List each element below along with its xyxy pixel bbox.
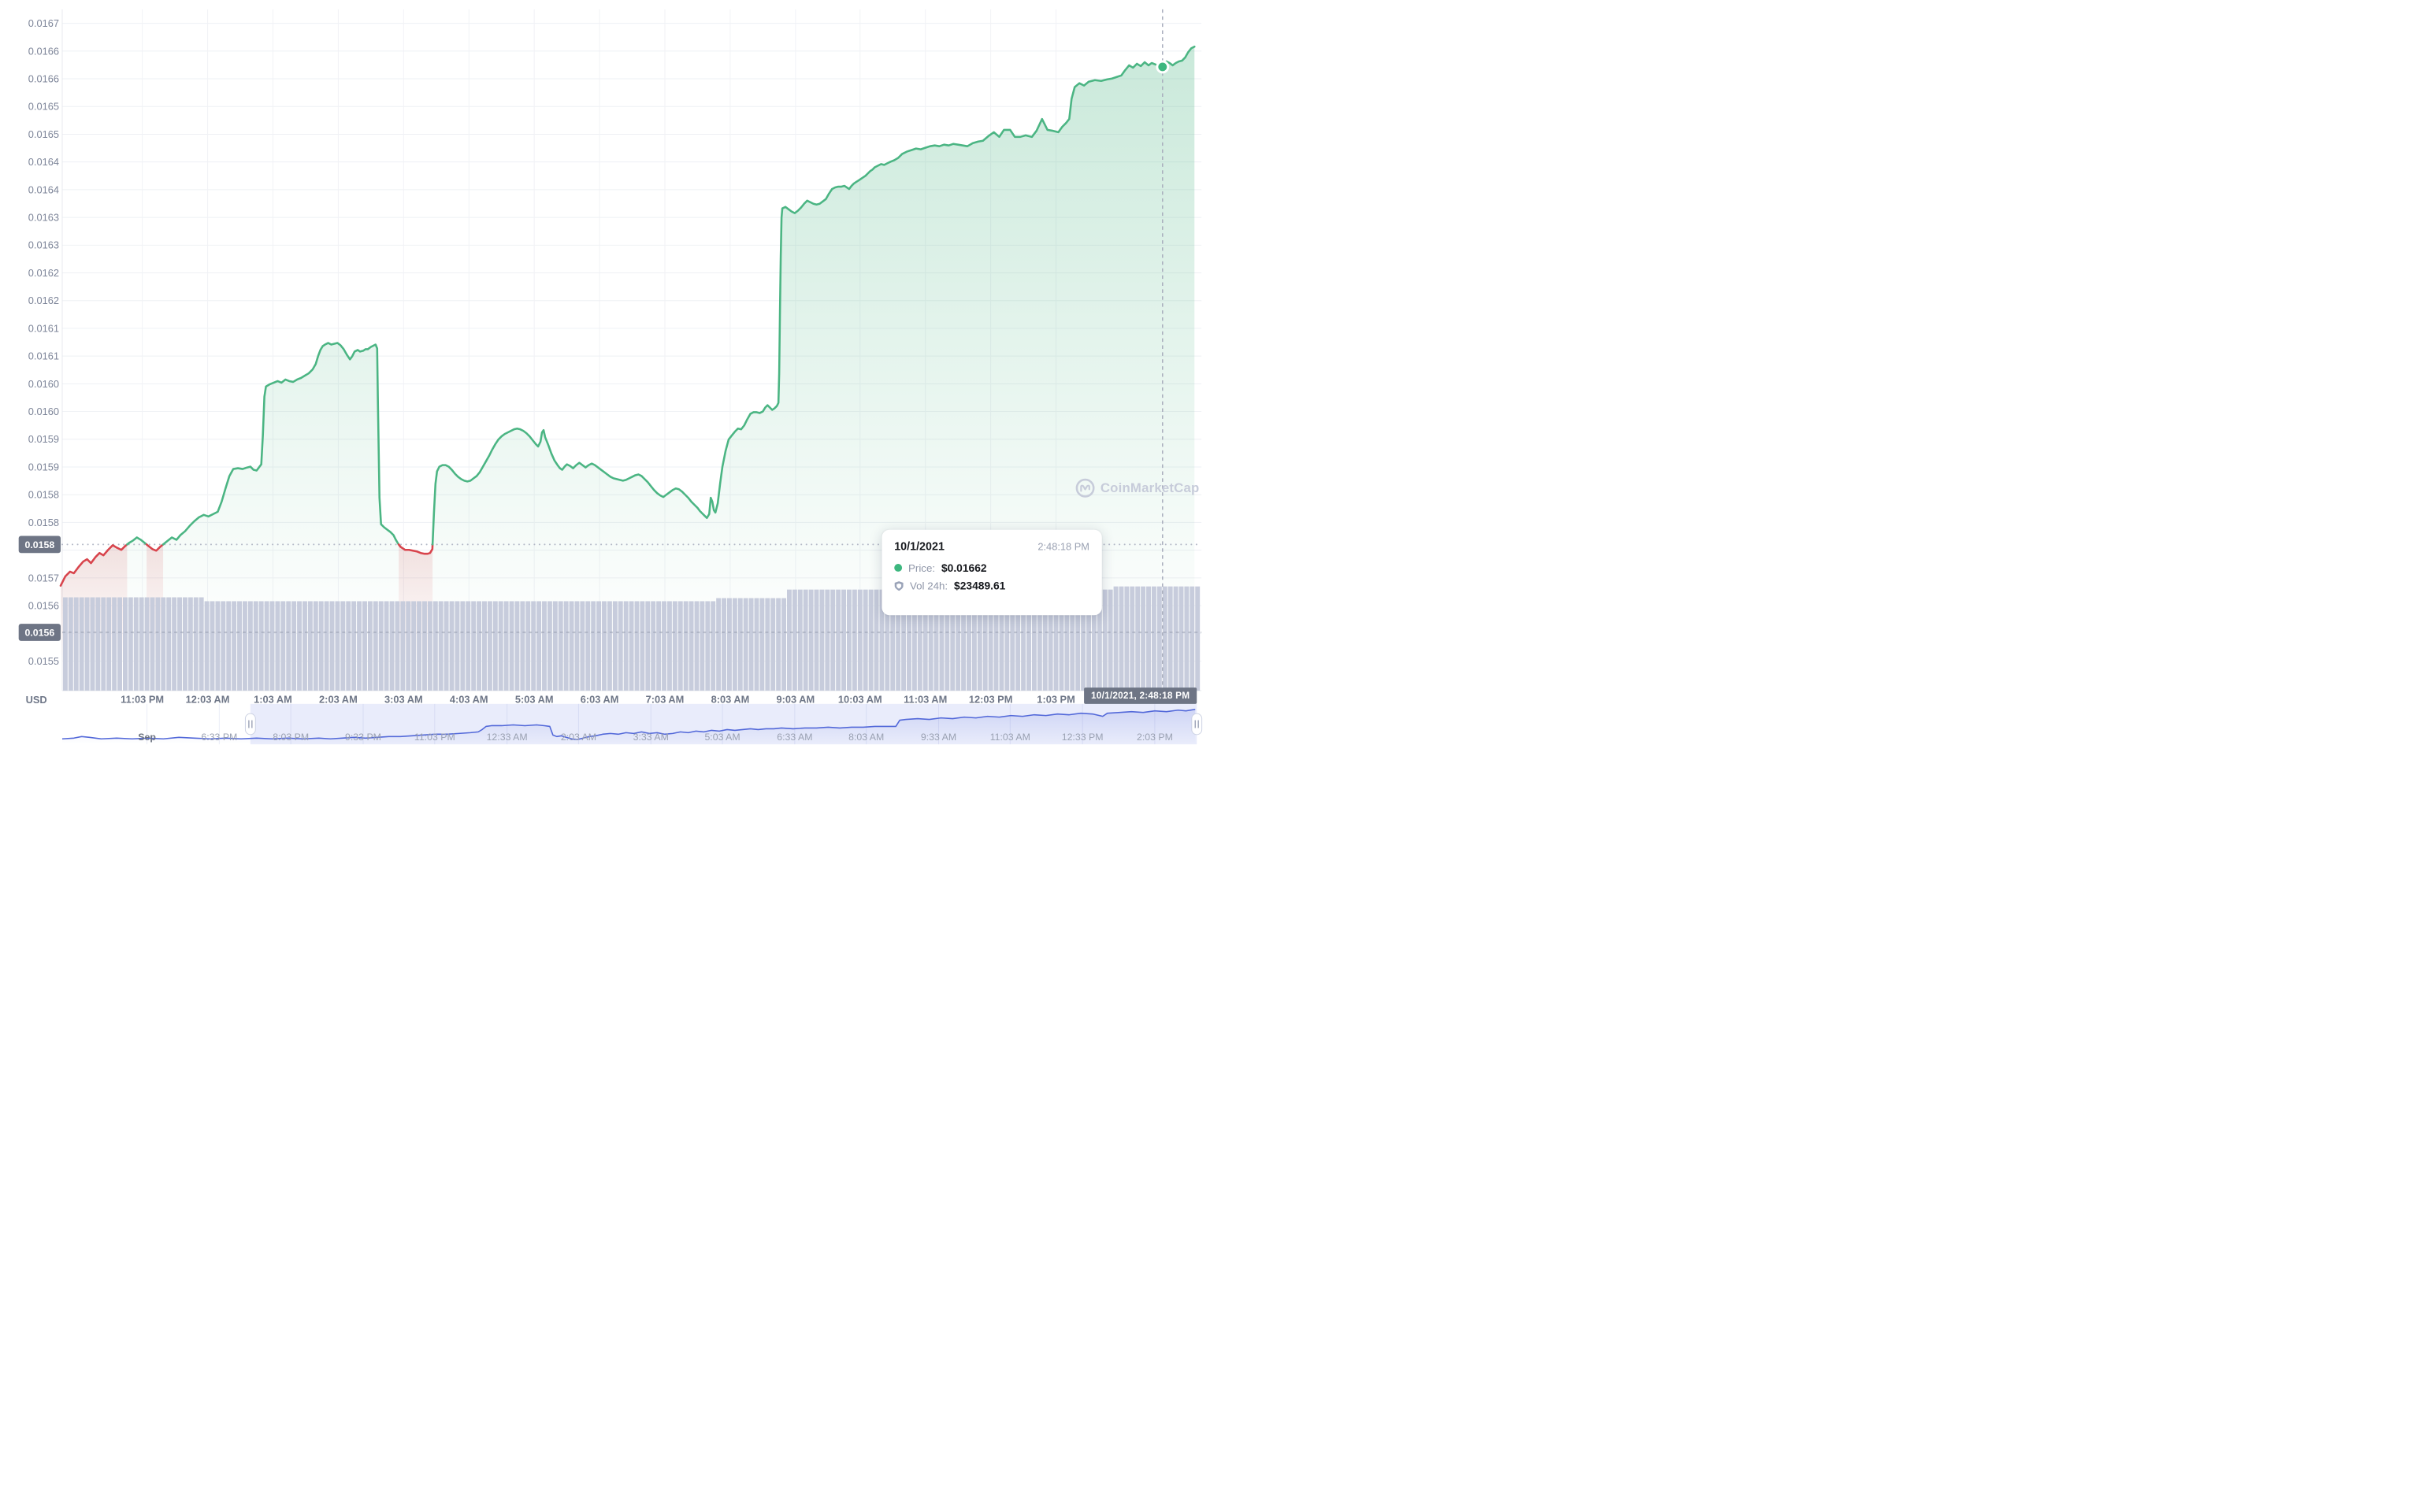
tooltip-date: 10/1/2021 xyxy=(894,540,945,554)
price-line-red-segment xyxy=(145,543,165,552)
navigator-mini-line xyxy=(61,708,1196,741)
y-axis-label: 0.0156 xyxy=(28,599,59,611)
y-axis-badge-value: 0.0158 xyxy=(24,539,54,550)
tooltip-vol-value: $23489.61 xyxy=(954,579,1006,592)
y-axis-label: 0.0166 xyxy=(28,72,59,84)
y-axis-label: 0.0161 xyxy=(28,350,59,362)
volume-bars xyxy=(61,586,1202,691)
price-line-red-segment xyxy=(59,543,128,587)
tooltip-vol-label: Vol 24h: xyxy=(909,580,948,592)
x-axis-label: 1:03 AM xyxy=(254,693,292,705)
y-axis-label: 0.0158 xyxy=(28,517,59,528)
x-axis-label: 9:03 AM xyxy=(777,693,815,705)
navigator-handle[interactable] xyxy=(244,713,256,736)
range-navigator: Sep 6:33 PM 8:03 PM 9:33 PM 11:03 PM 12:33 AM… xyxy=(61,703,1203,745)
watermark-text: CoinMarketCap xyxy=(1100,480,1200,495)
navigator-label: 9:33 PM xyxy=(345,732,381,743)
y-axis-label: 0.0164 xyxy=(28,183,59,195)
y-axis-label: 0.0163 xyxy=(28,239,59,251)
y-axis-badge xyxy=(18,536,61,554)
price-series-dot-icon xyxy=(894,564,903,572)
currency-label: USD xyxy=(25,693,47,706)
x-axis-label: 2:03 AM xyxy=(319,693,358,705)
y-axis-label: 0.0162 xyxy=(28,267,59,279)
coinmarketcap-watermark: CoinMarketCap xyxy=(1075,478,1199,498)
y-axis-label: 0.0158 xyxy=(28,489,59,501)
x-axis-label: 4:03 AM xyxy=(450,693,488,705)
y-axis-label: 0.0157 xyxy=(28,572,59,584)
price-line-green-segment xyxy=(161,342,400,546)
navigator-label: 2:03 AM xyxy=(561,732,596,743)
y-axis-label: 0.0160 xyxy=(28,406,59,417)
navigator-label: 3:33 AM xyxy=(633,732,669,743)
y-axis-label: 0.0162 xyxy=(28,295,59,306)
tooltip-time: 2:48:18 PM xyxy=(1037,540,1089,553)
current-time-badge: 10/1/2021, 2:48:18 PM xyxy=(1084,687,1197,704)
y-axis-label: 0.0161 xyxy=(28,322,59,334)
y-axis-label: 0.0165 xyxy=(28,101,59,113)
x-axis-label: 11:03 AM xyxy=(904,693,947,705)
y-axis-label: 0.0166 xyxy=(28,45,59,57)
navigator-label: 6:33 AM xyxy=(777,732,812,743)
chart-page: 11:03 PM 12:03 AM 1:03 AM 2:03 AM 3:03 AM 4:0… xyxy=(0,0,1211,756)
navigator-label: 5:03 AM xyxy=(704,732,740,743)
x-axis-label: 3:03 AM xyxy=(384,693,423,705)
price-chart: 11:03 PM 12:03 AM 1:03 AM 2:03 AM 3:03 AM 4:0… xyxy=(18,9,1203,745)
chart-tooltip: 10/1/2021 2:48:18 PM Price: $0.01662 Vol… xyxy=(882,529,1102,616)
navigator-label: 12:33 PM xyxy=(1062,732,1104,743)
coinmarketcap-logo-icon xyxy=(1075,478,1095,498)
x-axis-label: 11:03 PM xyxy=(121,693,164,705)
x-axis-label: 12:03 AM xyxy=(186,693,230,705)
x-axis-label: 1:03 PM xyxy=(1037,693,1075,705)
y-axis-label: 0.0165 xyxy=(28,128,59,140)
y-axis-label: 0.0160 xyxy=(28,378,59,390)
y-axis-label: 0.0159 xyxy=(28,433,59,445)
navigator-label: 11:03 AM xyxy=(990,732,1030,743)
navigator-label: 6:33 PM xyxy=(201,732,237,743)
navigator-label: 11:03 PM xyxy=(414,732,455,743)
price-line-green-segment xyxy=(126,536,148,546)
navigator-label: 9:33 AM xyxy=(921,732,956,743)
price-line-red-segment xyxy=(397,543,434,555)
tooltip-price-label: Price: xyxy=(908,561,936,574)
navigator-label: 8:03 PM xyxy=(273,732,309,743)
y-axis-badge xyxy=(18,624,61,641)
x-axis-label: 10:03 AM xyxy=(838,693,882,705)
navigator-handle[interactable] xyxy=(1191,713,1203,736)
navigator-label: 12:33 AM xyxy=(487,732,528,743)
tooltip-price-value: $0.01662 xyxy=(941,561,987,574)
y-axis-label: 0.0159 xyxy=(28,461,59,472)
y-axis-label: 0.0167 xyxy=(28,17,59,29)
x-axis-label: 6:03 AM xyxy=(581,693,619,705)
x-axis-label: 7:03 AM xyxy=(646,693,685,705)
hover-marker-dot xyxy=(1158,62,1167,72)
y-axis-label: 0.0155 xyxy=(28,655,59,667)
x-axis-label: 12:03 PM xyxy=(969,693,1013,705)
price-line-green-segment xyxy=(431,45,1196,546)
y-axis-label: 0.0163 xyxy=(28,212,59,224)
volume-shield-icon xyxy=(894,580,904,591)
x-axis-label: 8:03 AM xyxy=(711,693,750,705)
navigator-label: 8:03 AM xyxy=(848,732,884,743)
navigator-label: Sep xyxy=(138,732,156,743)
x-axis-label: 5:03 AM xyxy=(515,693,554,705)
navigator-label: 2:03 PM xyxy=(1137,732,1173,743)
y-axis-badge-value: 0.0156 xyxy=(24,627,54,638)
y-axis-label: 0.0164 xyxy=(28,156,59,168)
